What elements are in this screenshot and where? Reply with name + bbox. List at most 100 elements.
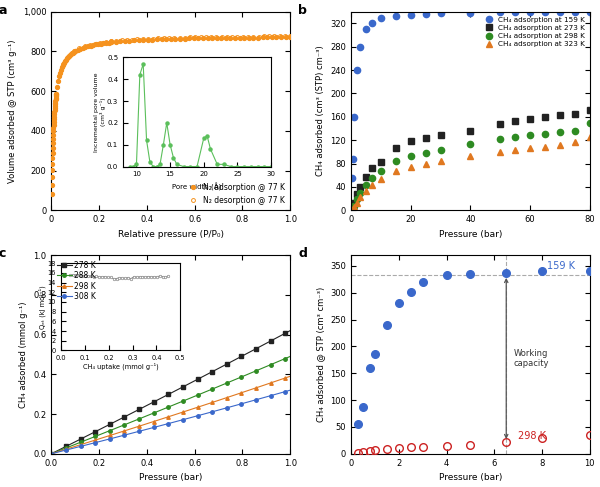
288 K	[233, 376, 240, 382]
N₂ desorption @ 77 K	[123, 37, 130, 43]
278 K	[111, 419, 118, 425]
298 K	[97, 436, 104, 442]
278 K	[214, 366, 221, 372]
N₂ desorption @ 77 K	[192, 35, 199, 40]
278 K	[82, 434, 89, 440]
N₂ desorption @ 77 K	[149, 36, 157, 41]
288 K	[155, 408, 162, 414]
CH₄ adsorption at 273 K	[571, 111, 578, 117]
CH₄ adsorption at 298 K	[512, 134, 519, 140]
CH₄ adsorption at 298 K	[356, 190, 364, 196]
298 K	[189, 406, 196, 412]
CH₄ adsorption at 323 K	[556, 142, 563, 148]
Line: CH₄ adsorption at 323 K: CH₄ adsorption at 323 K	[349, 134, 593, 213]
CH₄ adsorption at 159 K	[527, 9, 534, 15]
CH₄ adsorption at 323 K	[422, 161, 429, 167]
288 K	[111, 426, 118, 431]
CH₄ adsorption at 298 K	[362, 182, 370, 188]
298 K	[243, 388, 250, 394]
Line: 298 K: 298 K	[50, 375, 292, 455]
308 K	[136, 429, 143, 434]
308 K	[72, 445, 79, 450]
N₂ desorption @ 77 K	[223, 34, 230, 40]
N₂ desorption @ 77 K	[181, 35, 188, 40]
Legend: 278 K, 288 K, 298 K, 308 K: 278 K, 288 K, 298 K, 308 K	[55, 259, 98, 302]
278 K	[179, 384, 187, 390]
298 K	[72, 443, 79, 449]
CH₄ adsorption at 273 K	[356, 184, 364, 190]
298 K	[140, 422, 148, 428]
288 K	[179, 398, 187, 404]
308 K	[58, 449, 65, 454]
278 K	[184, 381, 191, 387]
308 K	[126, 431, 133, 437]
288 K	[150, 410, 157, 416]
298 K	[53, 450, 60, 455]
278 K	[131, 409, 138, 415]
278 K	[243, 351, 250, 357]
CH₄ adsorption at 298 K	[527, 132, 534, 138]
N₂ desorption @ 77 K	[81, 43, 88, 49]
N₂ desorption @ 77 K	[271, 34, 278, 39]
Line: CH₄ adsorption at 298 K: CH₄ adsorption at 298 K	[349, 119, 593, 213]
298 K	[106, 432, 113, 438]
278 K	[277, 333, 284, 339]
298 K	[101, 434, 109, 440]
308 K	[53, 450, 60, 455]
N₂ desorption @ 77 K	[260, 34, 268, 39]
298 K	[155, 417, 162, 423]
CH₄ adsorption at 159 K	[353, 67, 361, 73]
CH₄ adsorption at 159 K	[586, 9, 593, 15]
308 K	[150, 425, 157, 431]
278 K	[233, 356, 240, 362]
288 K	[287, 354, 294, 359]
N₂ desorption @ 77 K	[118, 37, 125, 43]
CH₄ adsorption at 323 K	[368, 182, 376, 188]
Text: b: b	[298, 4, 307, 17]
Line: 278 K: 278 K	[50, 329, 292, 455]
288 K	[257, 366, 265, 372]
308 K	[194, 413, 201, 419]
308 K	[170, 419, 177, 425]
CH₄ adsorption at 298 K	[422, 150, 429, 156]
278 K	[218, 364, 226, 370]
298 K	[179, 409, 187, 415]
298 K	[218, 396, 226, 402]
Text: c: c	[0, 247, 6, 260]
N₂ adsorption @ 77 K	[48, 183, 55, 188]
278 K	[287, 328, 294, 334]
308 K	[238, 401, 245, 407]
288 K	[170, 402, 177, 408]
308 K	[160, 422, 167, 428]
X-axis label: Pressure (bar): Pressure (bar)	[139, 473, 202, 482]
308 K	[287, 387, 294, 393]
298 K	[199, 403, 206, 409]
298 K	[48, 451, 55, 457]
298 K	[223, 394, 230, 400]
308 K	[175, 418, 182, 424]
288 K	[126, 420, 133, 426]
298 K	[277, 376, 284, 382]
CH₄ adsorption at 273 K	[556, 112, 563, 118]
298 K	[111, 431, 118, 437]
308 K	[199, 412, 206, 417]
278 K	[126, 412, 133, 417]
Y-axis label: CH₄ adsorbed (cm³ (STP) cm⁻³): CH₄ adsorbed (cm³ (STP) cm⁻³)	[316, 46, 325, 176]
CH₄ adsorption at 298 K	[541, 131, 548, 137]
288 K	[121, 422, 128, 428]
308 K	[82, 442, 89, 448]
CH₄ adsorption at 273 K	[362, 174, 370, 180]
278 K	[267, 338, 274, 344]
278 K	[165, 392, 172, 397]
308 K	[101, 437, 109, 443]
288 K	[48, 451, 55, 457]
308 K	[262, 394, 269, 400]
298 K	[272, 378, 279, 384]
CH₄ adsorption at 273 K	[368, 165, 376, 171]
308 K	[233, 402, 240, 408]
CH₄ adsorption at 323 K	[349, 206, 356, 212]
308 K	[155, 423, 162, 429]
CH₄ adsorption at 159 K	[349, 175, 356, 181]
N₂ desorption @ 77 K	[139, 36, 146, 42]
288 K	[145, 412, 152, 418]
